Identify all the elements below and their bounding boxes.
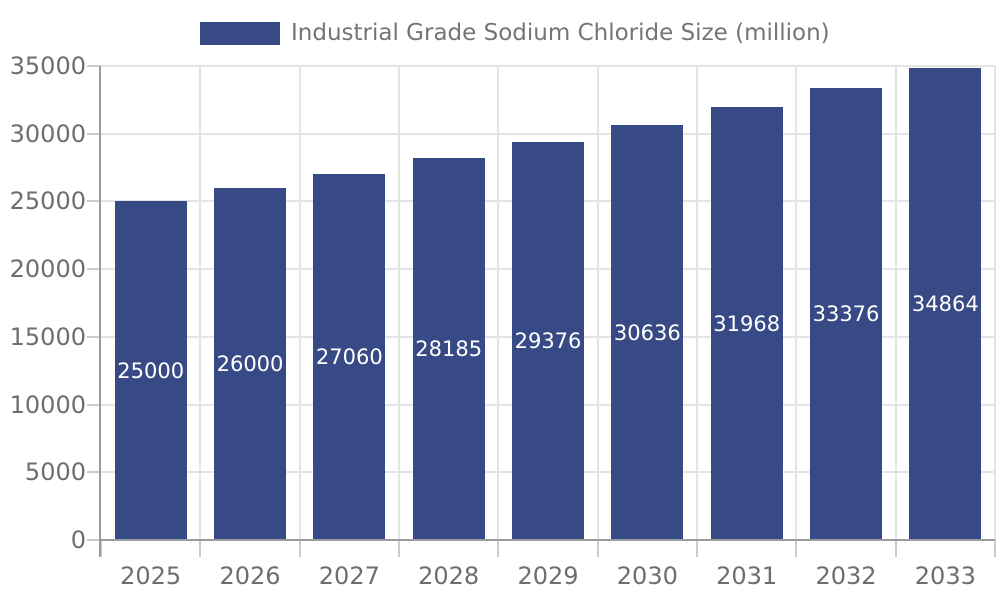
gridline-vertical — [994, 66, 996, 540]
y-tick-mark — [87, 403, 101, 406]
x-tick-mark — [696, 540, 698, 557]
x-tick-label: 2026 — [219, 562, 281, 590]
bar: 27060 — [313, 173, 386, 540]
gridline-vertical — [298, 66, 301, 540]
y-tick-mark — [87, 471, 101, 474]
gridline-horizontal — [101, 65, 995, 67]
x-tick-mark — [199, 540, 202, 557]
x-tick-mark — [298, 540, 301, 557]
y-tick-label: 15000 — [9, 322, 86, 351]
bar-value-label: 25000 — [117, 358, 185, 383]
x-tick-mark — [100, 540, 102, 557]
gridline-vertical — [696, 66, 698, 540]
bar: 33376 — [810, 88, 882, 540]
bar: 28185 — [412, 158, 485, 540]
y-tick-mark — [87, 268, 101, 271]
bar-value-label: 33376 — [812, 302, 880, 326]
legend-swatch — [200, 22, 280, 45]
y-tick-label: 30000 — [9, 119, 86, 148]
gridline-vertical — [894, 66, 897, 540]
x-tick-mark — [497, 540, 500, 557]
x-tick-label: 2028 — [418, 562, 480, 590]
chart-legend[interactable]: Industrial Grade Sodium Chloride Size (m… — [200, 21, 830, 46]
x-tick-mark — [994, 540, 996, 557]
gridline-vertical — [795, 66, 798, 540]
x-tick-label: 2033 — [914, 562, 976, 590]
y-tick-label: 10000 — [9, 390, 86, 419]
y-tick-label: 35000 — [9, 52, 86, 80]
bar-value-label: 30636 — [613, 320, 681, 345]
y-tick-label: 25000 — [9, 187, 86, 216]
x-axis-labels: 2025 2026 2027 2028 2029 2030 2031 2032 2033 — [101, 560, 995, 592]
x-tick-mark — [596, 540, 599, 557]
bar-value-label: 27060 — [315, 344, 383, 369]
bar-value-label: 31968 — [713, 311, 781, 336]
y-tick-label: 0 — [70, 526, 86, 554]
bar-value-label: 28185 — [415, 337, 483, 362]
gridline-vertical — [398, 66, 400, 540]
gridline-vertical — [497, 66, 500, 540]
x-tick-label: 2025 — [120, 562, 182, 590]
y-tick-mark — [87, 200, 101, 203]
gridline-horizontal — [101, 132, 995, 135]
x-tick-label: 2030 — [616, 562, 678, 590]
y-tick-mark — [87, 132, 101, 135]
bar: 26000 — [214, 187, 286, 540]
gridline-vertical — [199, 66, 202, 540]
x-tick-mark — [894, 540, 897, 557]
gridline-vertical — [596, 66, 599, 540]
bar-value-label: 26000 — [216, 351, 284, 376]
bar-value-label: 29376 — [514, 329, 582, 354]
y-tick-mark — [87, 539, 101, 541]
x-axis-line — [101, 539, 995, 541]
x-tick-label: 2029 — [517, 562, 579, 590]
x-tick-label: 2027 — [318, 562, 380, 590]
bar: 31968 — [710, 107, 783, 540]
bar-value-label: 34864 — [911, 291, 979, 316]
y-tick-label: 20000 — [9, 255, 86, 284]
plot-area: 25000 26000 27060 28185 29376 30636 31968 33376… — [87, 65, 996, 557]
x-tick-mark — [795, 540, 798, 557]
bar: 29376 — [512, 142, 584, 540]
x-tick-label: 2031 — [716, 562, 778, 590]
bar: 30636 — [611, 125, 684, 540]
legend-label: Industrial Grade Sodium Chloride Size (m… — [291, 20, 830, 46]
bar: 34864 — [909, 67, 982, 540]
y-tick-mark — [87, 65, 101, 67]
x-tick-mark — [398, 540, 400, 557]
x-tick-label: 2032 — [815, 562, 877, 590]
y-tick-mark — [87, 335, 101, 338]
y-tick-label: 5000 — [24, 458, 86, 487]
y-axis-line — [99, 66, 101, 557]
bar: 25000 — [114, 201, 187, 540]
y-axis-labels: 0 5000 10000 15000 20000 25000 30000 35000 — [0, 52, 86, 554]
